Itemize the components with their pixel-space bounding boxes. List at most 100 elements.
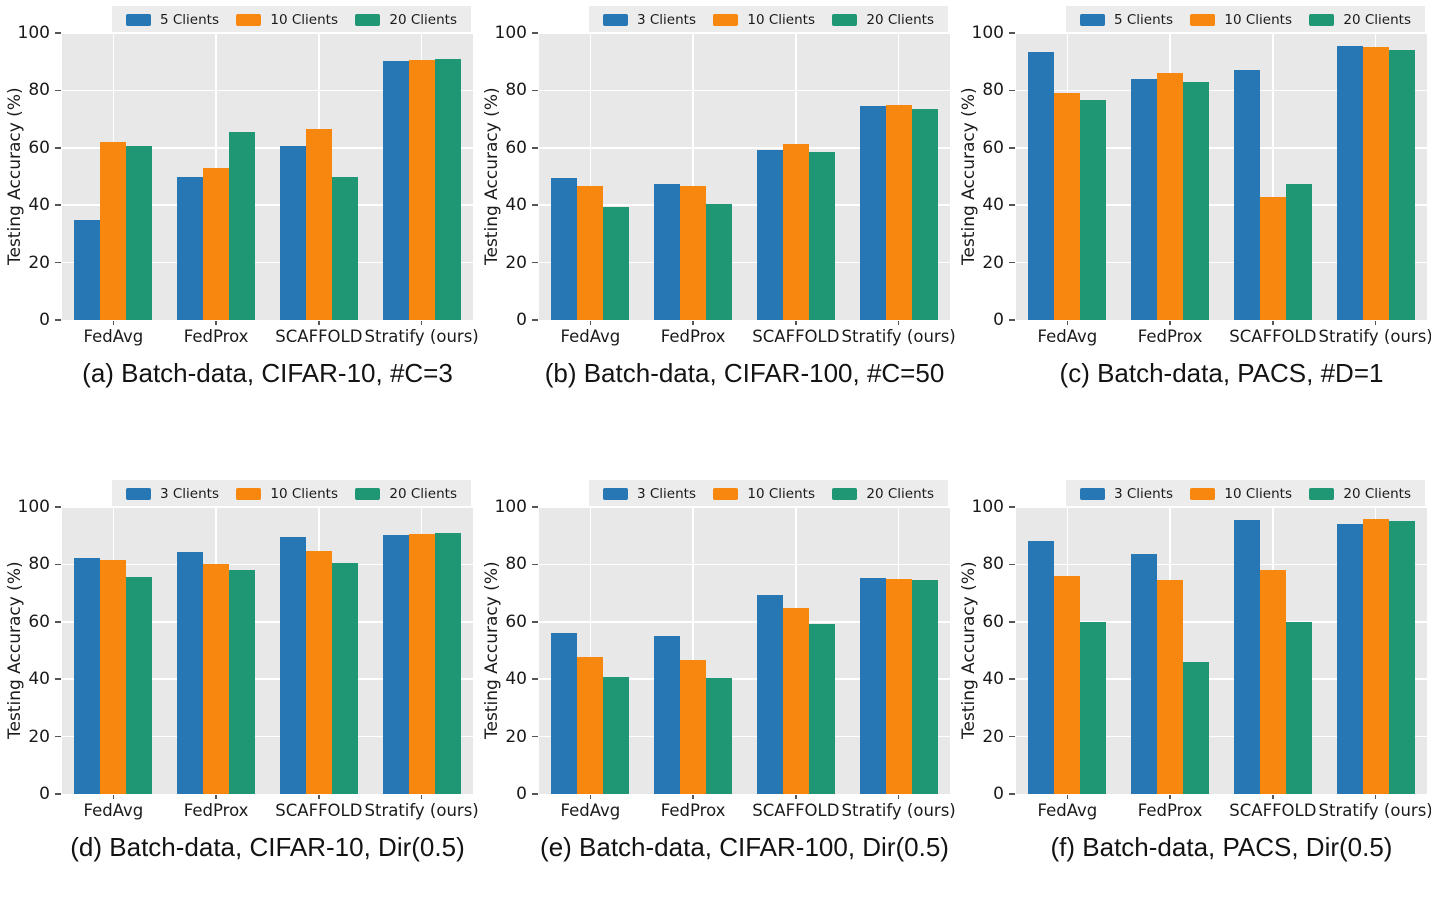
bar [1336, 524, 1363, 794]
legend-label: 3 Clients [160, 485, 219, 502]
legend-item: 20 Clients [832, 12, 934, 28]
x-tick-label: Stratify (ours) [841, 327, 956, 346]
y-tick-mark [532, 793, 538, 795]
bar-chart-c: 5 Clients 10 Clients 20 Clients Testing Ac… [954, 6, 1431, 426]
bar [808, 624, 835, 794]
y-tick-mark [532, 261, 538, 264]
bar [408, 60, 435, 320]
y-tick-label: 80 [28, 80, 50, 101]
legend-label: 10 Clients [747, 11, 815, 28]
x-tick-label: FedProx [183, 801, 249, 820]
x-tick-label: FedAvg [1037, 327, 1098, 346]
legend-item: 5 Clients [1080, 12, 1173, 28]
y-tick-label: 60 [28, 137, 50, 158]
gridline-horizontal [1016, 735, 1427, 738]
gridline-horizontal [62, 506, 473, 508]
bar [577, 657, 604, 794]
y-tick-mark [1009, 32, 1015, 34]
bar [331, 176, 358, 320]
legend: 3 Clients 10 Clients 20 Clients [589, 6, 948, 33]
y-axis-label: Testing Accuracy (%) [482, 87, 502, 266]
legend-label: 5 Clients [160, 11, 219, 28]
y-tick-label: 100 [971, 23, 1004, 43]
legend: 3 Clients 10 Clients 20 Clients [1066, 480, 1425, 507]
legend-item: 20 Clients [355, 486, 457, 502]
bar [203, 167, 230, 320]
bar [808, 152, 835, 320]
gridline-horizontal [1016, 678, 1427, 680]
y-tick-mark [55, 204, 61, 206]
legend-item: 3 Clients [603, 12, 696, 28]
bar-group [279, 129, 358, 320]
bar [1259, 197, 1286, 320]
x-tick-mark [420, 321, 423, 325]
y-tick-mark [55, 89, 61, 92]
subplot-caption: (a) Batch-data, CIFAR-10, #C=3 [82, 358, 453, 388]
bar-group [74, 142, 153, 320]
x-tick-label: Stratify (ours) [1318, 327, 1431, 346]
bar-chart-a: 5 Clients 10 Clients 20 Clients Testing Ac… [0, 6, 479, 426]
bar [331, 563, 358, 794]
y-tick-label: 100 [494, 23, 527, 43]
bar [885, 105, 912, 320]
bar-group [382, 533, 461, 794]
bar-group [177, 552, 256, 794]
plot-area [539, 32, 950, 320]
y-tick-label: 40 [982, 669, 1004, 690]
y-tick-mark [532, 319, 538, 321]
legend-label: 3 Clients [637, 485, 696, 502]
subplot-caption: (e) Batch-data, CIFAR-100, Dir(0.5) [540, 832, 949, 862]
bar [279, 146, 306, 320]
bar [434, 533, 461, 794]
bar [680, 185, 707, 320]
legend-label: 10 Clients [270, 11, 338, 28]
bar [1362, 518, 1389, 794]
x-tick-label: SCAFFOLD [1229, 801, 1317, 820]
legend-label: 5 Clients [1114, 11, 1173, 28]
legend-label: 10 Clients [747, 485, 815, 502]
gridline-vertical [1272, 33, 1274, 320]
x-tick-label: SCAFFOLD [275, 801, 363, 820]
legend-swatch-icon [1080, 487, 1105, 500]
bar [1028, 541, 1055, 794]
x-tick-mark [112, 321, 115, 325]
x-tick-mark [589, 321, 592, 325]
bar-chart-d: 3 Clients 10 Clients 20 Clients Testing Ac… [0, 480, 479, 900]
y-axis-label: Testing Accuracy (%) [959, 561, 979, 740]
y-tick-mark [532, 563, 538, 566]
gridline-horizontal [62, 261, 473, 264]
bar-group [279, 537, 358, 794]
bar [756, 150, 783, 320]
bar [1080, 621, 1107, 794]
bar [680, 660, 707, 794]
legend: 5 Clients 10 Clients 20 Clients [1066, 6, 1425, 33]
y-tick-mark [1009, 563, 1015, 566]
legend-swatch-icon [355, 13, 381, 26]
y-axis-label: Testing Accuracy (%) [5, 561, 25, 740]
bar [654, 636, 681, 794]
y-tick-mark [1009, 319, 1015, 321]
gridline-horizontal [539, 32, 950, 34]
bar [1183, 662, 1210, 794]
bar-group [654, 636, 733, 794]
bar-chart-b: 3 Clients 10 Clients 20 Clients Testing Ac… [477, 6, 956, 426]
y-tick-label: 80 [28, 554, 50, 575]
gridline-horizontal [539, 89, 950, 92]
bar-group [1336, 518, 1415, 794]
bar [859, 106, 886, 320]
y-tick-label: 20 [982, 252, 1004, 273]
x-tick-mark [1066, 795, 1069, 799]
y-tick-label: 80 [505, 80, 527, 101]
gridline-vertical [692, 33, 694, 320]
y-tick-label: 0 [993, 784, 1004, 804]
bar-group [756, 144, 835, 320]
gridline-horizontal [62, 735, 473, 738]
y-tick-label: 80 [505, 554, 527, 575]
x-tick-mark [1272, 795, 1274, 799]
legend-item: 10 Clients [236, 12, 338, 28]
bar [1285, 621, 1312, 794]
y-tick-mark [55, 319, 61, 321]
y-tick-label: 40 [28, 195, 50, 216]
bar [408, 534, 435, 794]
bar [1080, 100, 1107, 320]
